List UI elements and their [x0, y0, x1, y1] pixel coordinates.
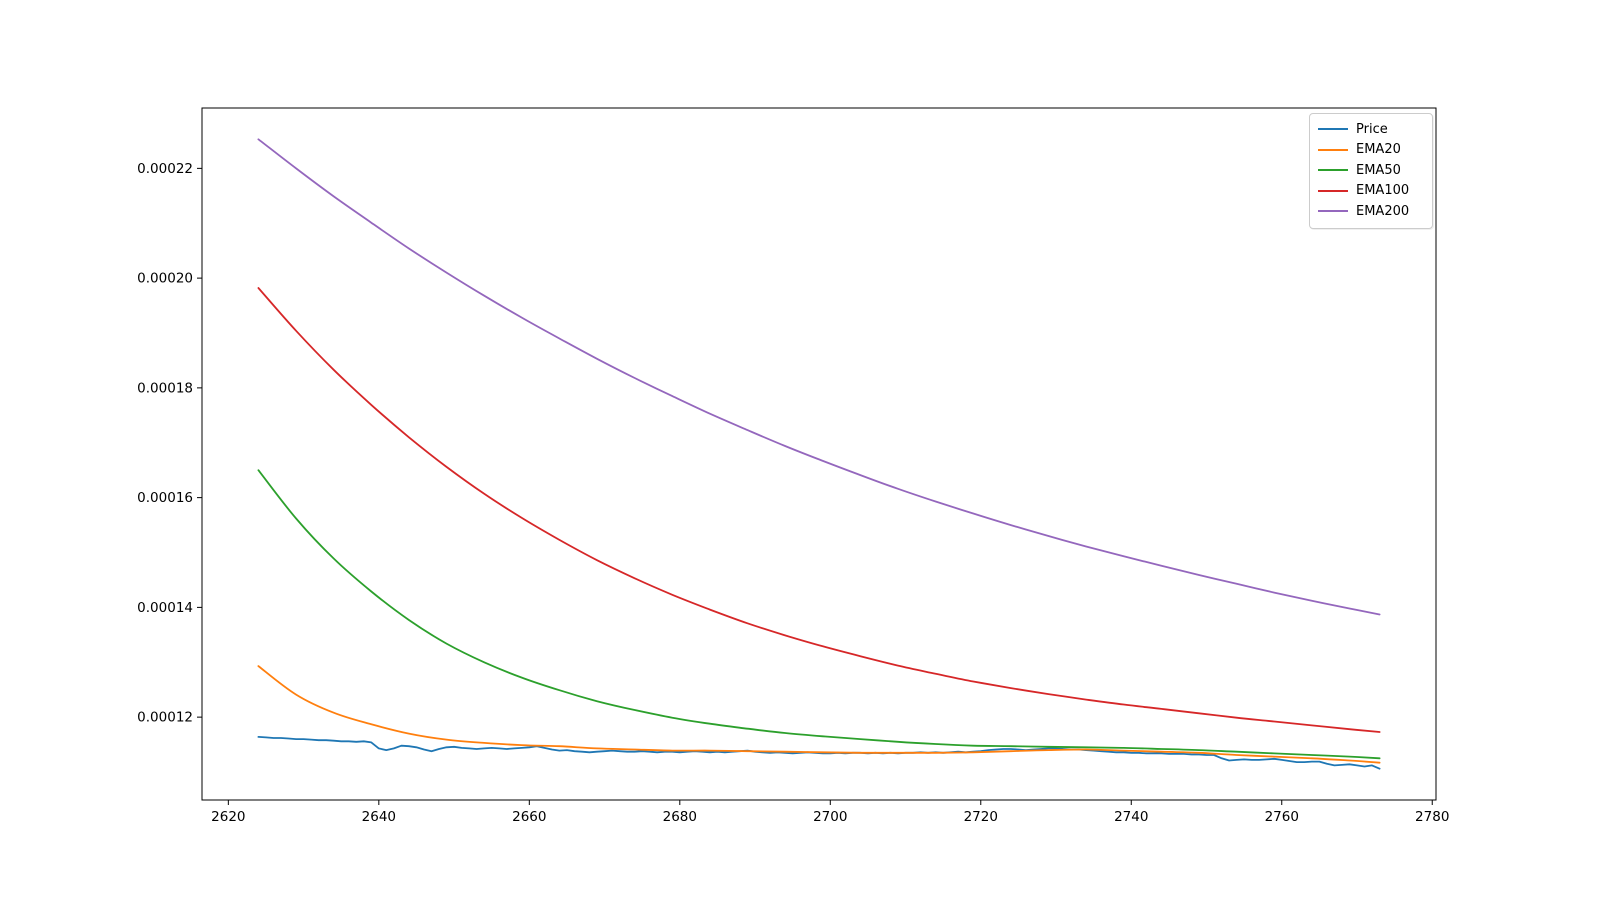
x-tick-label: 2680 — [663, 809, 697, 825]
legend-label-ema200: EMA200 — [1356, 203, 1410, 219]
y-tick-label: 0.00016 — [137, 490, 193, 506]
legend-line-swatch-ema50 — [1318, 169, 1348, 172]
legend-entry-ema50: EMA50 — [1318, 160, 1426, 181]
y-tick-label: 0.00014 — [137, 600, 193, 616]
legend-label-price: Price — [1356, 121, 1388, 137]
legend-label-ema50: EMA50 — [1356, 162, 1401, 178]
x-tick-label: 2620 — [211, 809, 245, 825]
legend-entry-price: Price — [1318, 119, 1426, 140]
x-tick-label: 2660 — [512, 809, 546, 825]
x-tick-label: 2640 — [362, 809, 396, 825]
x-tick-label: 2700 — [813, 809, 847, 825]
legend-line-swatch-ema100 — [1318, 189, 1348, 192]
x-tick-label: 2760 — [1265, 809, 1299, 825]
legend-line-swatch-ema200 — [1318, 210, 1348, 213]
legend-line-swatch-price — [1318, 128, 1348, 131]
legend-line-swatch-ema20 — [1318, 148, 1348, 151]
legend-label-ema20: EMA20 — [1356, 142, 1401, 158]
legend-entry-ema100: EMA100 — [1318, 181, 1426, 202]
x-tick-label: 2720 — [964, 809, 998, 825]
y-tick-label: 0.00018 — [137, 380, 193, 396]
series-line-ema200 — [257, 138, 1381, 616]
legend-entry-ema20: EMA20 — [1318, 140, 1426, 161]
series-line-ema50 — [257, 469, 1381, 760]
legend-label-ema100: EMA100 — [1356, 183, 1410, 199]
legend-entry-ema200: EMA200 — [1318, 201, 1426, 222]
plot-frame — [201, 107, 1437, 801]
series-line-ema20 — [257, 665, 1381, 764]
y-tick-label: 0.00022 — [137, 161, 193, 177]
y-tick-label: 0.00020 — [137, 271, 193, 287]
x-tick-label: 2780 — [1415, 809, 1449, 825]
legend: Price EMA20 EMA50 EMA100 EMA200 — [1309, 113, 1433, 229]
x-tick-label: 2740 — [1114, 809, 1148, 825]
series-line-ema100 — [257, 287, 1381, 733]
y-tick-label: 0.00012 — [137, 710, 193, 726]
